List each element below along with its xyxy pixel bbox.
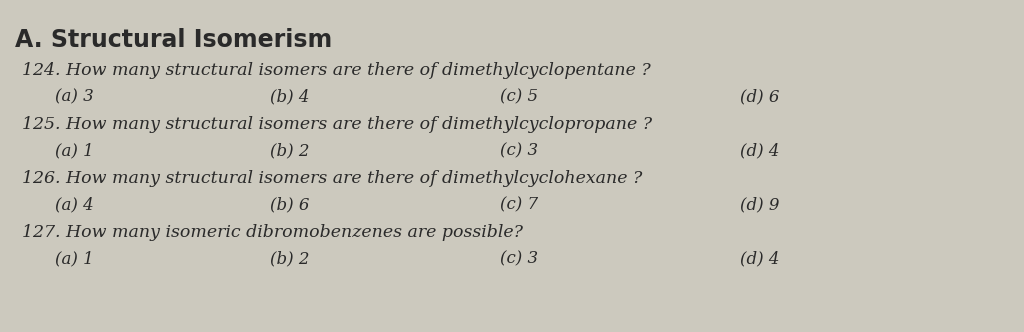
Text: (c) 7: (c) 7 [500, 196, 539, 213]
Text: (d) 4: (d) 4 [740, 142, 779, 159]
Text: (a) 1: (a) 1 [55, 142, 94, 159]
Text: (b) 4: (b) 4 [270, 88, 309, 105]
Text: (d) 6: (d) 6 [740, 88, 779, 105]
Text: (d) 4: (d) 4 [740, 250, 779, 267]
Text: 127. How many isomeric dibromobenzenes are possible?: 127. How many isomeric dibromobenzenes a… [22, 224, 523, 241]
Text: 125. How many structural isomers are there of dimethylcyclopropane ?: 125. How many structural isomers are the… [22, 116, 652, 133]
Text: (a) 4: (a) 4 [55, 196, 94, 213]
Text: (c) 3: (c) 3 [500, 142, 539, 159]
Text: (c) 5: (c) 5 [500, 88, 539, 105]
Text: (a) 3: (a) 3 [55, 88, 94, 105]
Text: (b) 2: (b) 2 [270, 142, 309, 159]
Text: (b) 2: (b) 2 [270, 250, 309, 267]
Text: (c) 3: (c) 3 [500, 250, 539, 267]
Text: A. Structural Isomerism: A. Structural Isomerism [15, 28, 332, 52]
Text: (d) 9: (d) 9 [740, 196, 779, 213]
Text: (a) 1: (a) 1 [55, 250, 94, 267]
Text: 124. How many structural isomers are there of dimethylcyclopentane ?: 124. How many structural isomers are the… [22, 62, 650, 79]
Text: 126. How many structural isomers are there of dimethylcyclohexane ?: 126. How many structural isomers are the… [22, 170, 642, 187]
Text: (b) 6: (b) 6 [270, 196, 309, 213]
